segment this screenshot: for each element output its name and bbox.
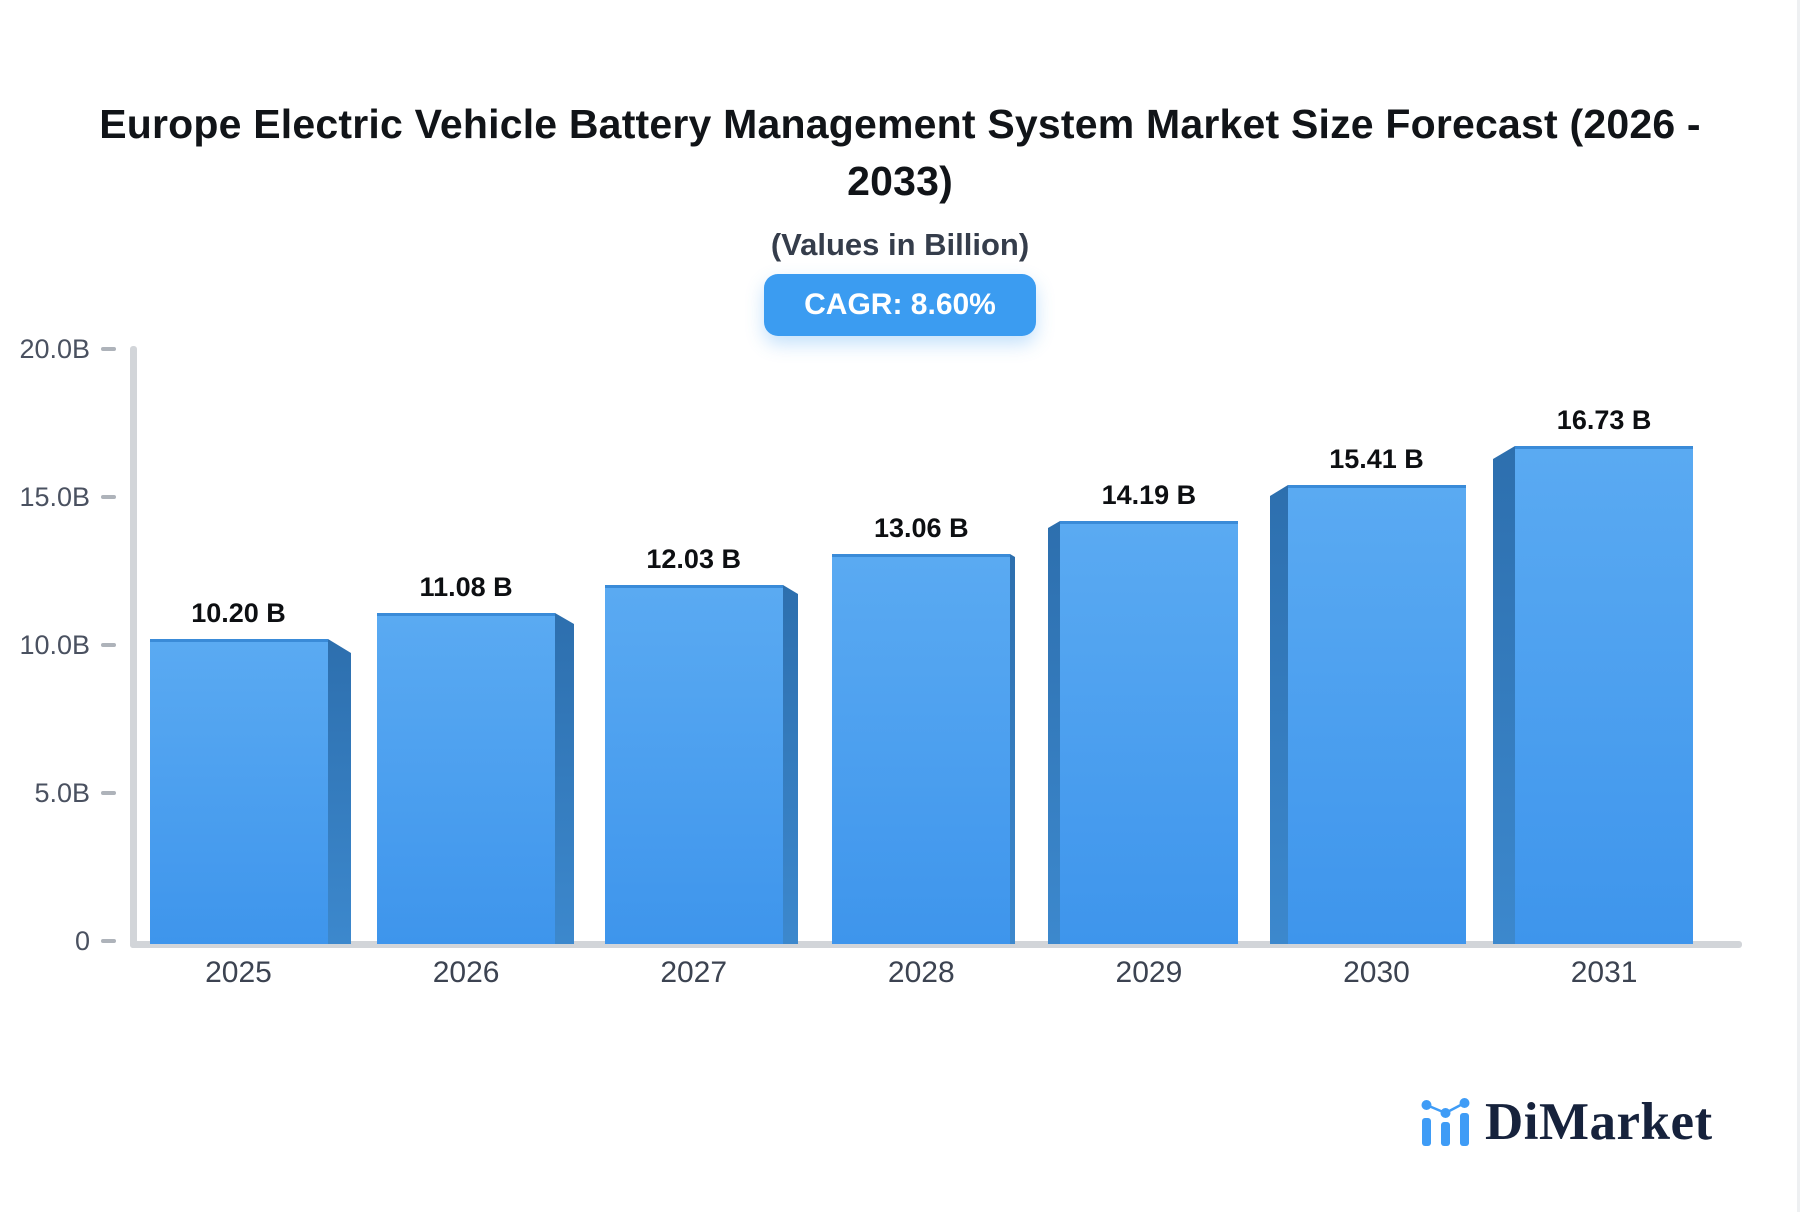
bar-value-label: 16.73 B <box>1556 405 1652 435</box>
bar-2030 <box>1288 485 1466 944</box>
chart-title-line2: 2033) <box>847 158 953 204</box>
bar-side-2028 <box>1010 554 1015 944</box>
bar-side-2030 <box>1270 485 1288 944</box>
y-axis-tick-mark <box>101 347 116 351</box>
y-axis-tick-label: 5.0B <box>34 778 90 808</box>
logo-text: DiMarket <box>1485 1093 1713 1151</box>
bar-2031 <box>1515 446 1693 944</box>
chart-subtitle: (Values in Billion) <box>770 227 1030 262</box>
bar-side-2027 <box>783 585 798 944</box>
bar-value-label: 11.08 B <box>419 572 513 602</box>
y-axis-tick-mark <box>101 643 116 647</box>
x-axis-label-2031: 2031 <box>1570 956 1638 989</box>
y-axis-tick-label: 15.0B <box>19 482 90 512</box>
chart-header: Europe Electric Vehicle Battery Manageme… <box>0 0 1800 336</box>
x-axis-label-2026: 2026 <box>432 956 500 989</box>
bar-2028 <box>832 554 1010 944</box>
bar-value-label: 12.03 B <box>646 544 741 574</box>
bar-value-label: 15.41 B <box>1329 444 1424 474</box>
y-axis-line <box>130 346 137 948</box>
x-axis-label-2029: 2029 <box>1115 956 1183 989</box>
logo-mini-bar-chart-icon <box>1421 1098 1470 1146</box>
x-axis-label-2027: 2027 <box>660 956 728 989</box>
x-axis-label-2025: 2025 <box>205 956 272 989</box>
y-axis-tick-label: 10.0B <box>19 630 90 660</box>
bar-side-2025 <box>328 639 351 944</box>
bar-side-2029 <box>1048 521 1060 944</box>
bar-side-2026 <box>555 613 574 944</box>
bar-2027 <box>605 585 783 944</box>
bar-side-2031 <box>1493 446 1515 944</box>
bar-value-label: 10.20 B <box>191 598 286 628</box>
bar-2026 <box>377 613 555 944</box>
x-axis-label-2030: 2030 <box>1343 956 1410 989</box>
y-axis-tick-label: 20.0B <box>19 334 90 364</box>
page-right-edge <box>1797 0 1800 1212</box>
bar-value-label: 14.19 B <box>1101 480 1197 510</box>
y-axis-tick-mark <box>101 791 116 795</box>
y-axis-tick-label: 0 <box>74 926 90 956</box>
x-axis-label-2028: 2028 <box>887 956 955 989</box>
chart-title-line1: Europe Electric Vehicle Battery Manageme… <box>99 101 1701 147</box>
chart-title: Europe Electric Vehicle Battery Manageme… <box>0 0 1800 210</box>
bar-2025 <box>150 639 328 944</box>
bar-2029 <box>1060 521 1238 944</box>
x-axis-line <box>130 941 1742 948</box>
brand-logo: DiMarket <box>1420 1092 1713 1152</box>
y-axis-tick-mark <box>101 939 116 943</box>
bar-value-label: 13.06 B <box>874 513 969 543</box>
cagr-badge: CAGR: 8.60% <box>764 274 1036 336</box>
y-axis-tick-mark <box>101 495 116 499</box>
